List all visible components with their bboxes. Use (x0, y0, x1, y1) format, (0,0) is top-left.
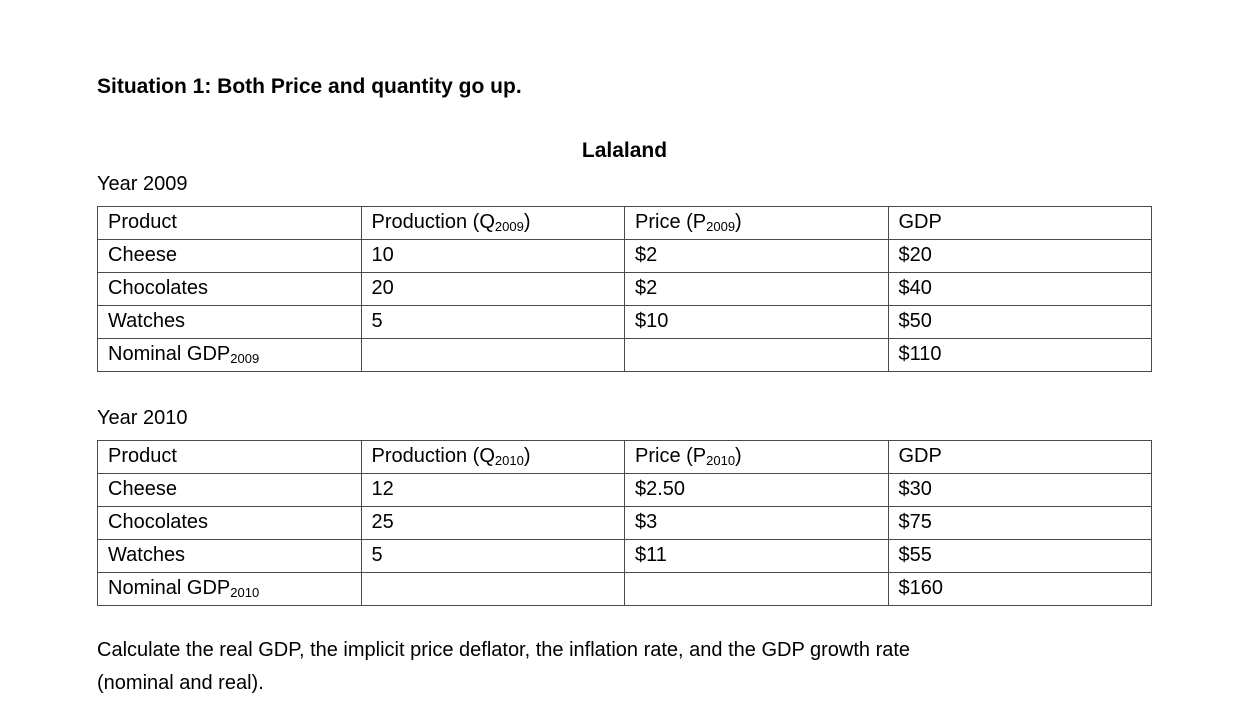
table-row-cheese: Cheese 12 $2.50 $30 (97, 473, 1152, 507)
price-cell: $3 (624, 506, 889, 540)
header-production-close: ) (523, 444, 531, 467)
year-label-2009: Year 2009 (97, 173, 188, 195)
production-cell: 20 (360, 272, 625, 306)
gdp-cell: $30 (887, 473, 1152, 507)
price-cell: $2 (624, 239, 889, 273)
production-cell (360, 338, 625, 372)
product-cell: Cheese (97, 473, 362, 507)
production-cell (360, 572, 625, 606)
header-price-text: Price (P (635, 210, 707, 233)
header-production: Production (Q2009) (360, 206, 625, 240)
production-cell: 5 (360, 305, 625, 339)
header-row: Product Production (Q2009) Price (P2009)… (97, 206, 1152, 240)
production-cell: 12 (360, 473, 625, 507)
header-production-text: Production (Q (371, 444, 495, 467)
year-subscript: 2010 (494, 452, 524, 468)
header-product: Product (97, 440, 362, 474)
year-subscript: 2010 (230, 584, 260, 600)
instructions-text: Calculate the real GDP, the implicit pri… (97, 634, 1152, 700)
table-row-watches: Watches 5 $10 $50 (97, 305, 1152, 339)
product-cell: Watches (97, 305, 362, 339)
production-cell: 25 (360, 506, 625, 540)
product-cell: Chocolates (97, 272, 362, 306)
gdp-cell: $40 (887, 272, 1152, 306)
total-label-text: Nominal GDP (108, 342, 231, 365)
header-row: Product Production (Q2010) Price (P2010)… (97, 440, 1152, 474)
gdp-table-2010: Product Production (Q2010) Price (P2010)… (97, 440, 1152, 606)
price-cell: $2 (624, 272, 889, 306)
header-price-close: ) (735, 210, 742, 233)
table-row-nominal-gdp: Nominal GDP2009 $110 (97, 338, 1152, 372)
gdp-cell: $160 (887, 572, 1152, 606)
header-price: Price (P2009) (624, 206, 889, 240)
gdp-cell: $110 (887, 338, 1152, 372)
year-subscript: 2009 (494, 218, 524, 234)
header-production-close: ) (523, 210, 531, 233)
header-product: Product (97, 206, 362, 240)
header-gdp: GDP (887, 440, 1152, 474)
product-cell: Watches (97, 539, 362, 573)
header-gdp: GDP (887, 206, 1152, 240)
product-cell: Cheese (97, 239, 362, 273)
production-cell: 10 (360, 239, 625, 273)
price-cell (624, 338, 889, 372)
table-row-nominal-gdp: Nominal GDP2010 $160 (97, 572, 1152, 606)
gdp-cell: $75 (887, 506, 1152, 540)
price-cell (624, 572, 889, 606)
country-heading: Lalaland (581, 139, 668, 162)
year-subscript: 2009 (230, 350, 260, 366)
production-cell: 5 (360, 539, 625, 573)
total-label-cell: Nominal GDP2009 (97, 338, 362, 372)
header-price-close: ) (735, 444, 742, 467)
total-label-cell: Nominal GDP2010 (97, 572, 362, 606)
table-row-watches: Watches 5 $11 $55 (97, 539, 1152, 573)
product-cell: Chocolates (97, 506, 362, 540)
header-production-text: Production (Q (371, 210, 495, 233)
header-price: Price (P2010) (624, 440, 889, 474)
year-label-2010: Year 2010 (97, 407, 188, 429)
price-cell: $2.50 (624, 473, 889, 507)
year-subscript: 2010 (706, 452, 736, 468)
price-cell: $11 (624, 539, 889, 573)
gdp-table-2009: Product Production (Q2009) Price (P2009)… (97, 206, 1152, 372)
table-row-cheese: Cheese 10 $2 $20 (97, 239, 1152, 273)
header-production: Production (Q2010) (360, 440, 625, 474)
gdp-cell: $50 (887, 305, 1152, 339)
price-cell: $10 (624, 305, 889, 339)
instructions-line-2: (nominal and real). (97, 672, 264, 694)
table-row-chocolates: Chocolates 20 $2 $40 (97, 272, 1152, 306)
total-label-text: Nominal GDP (108, 576, 231, 599)
year-subscript: 2009 (706, 218, 736, 234)
section-title: Situation 1: Both Price and quantity go … (97, 75, 522, 98)
instructions-line-1: Calculate the real GDP, the implicit pri… (97, 639, 911, 661)
table-row-chocolates: Chocolates 25 $3 $75 (97, 506, 1152, 540)
header-price-text: Price (P (635, 444, 707, 467)
gdp-cell: $55 (887, 539, 1152, 573)
gdp-cell: $20 (887, 239, 1152, 273)
